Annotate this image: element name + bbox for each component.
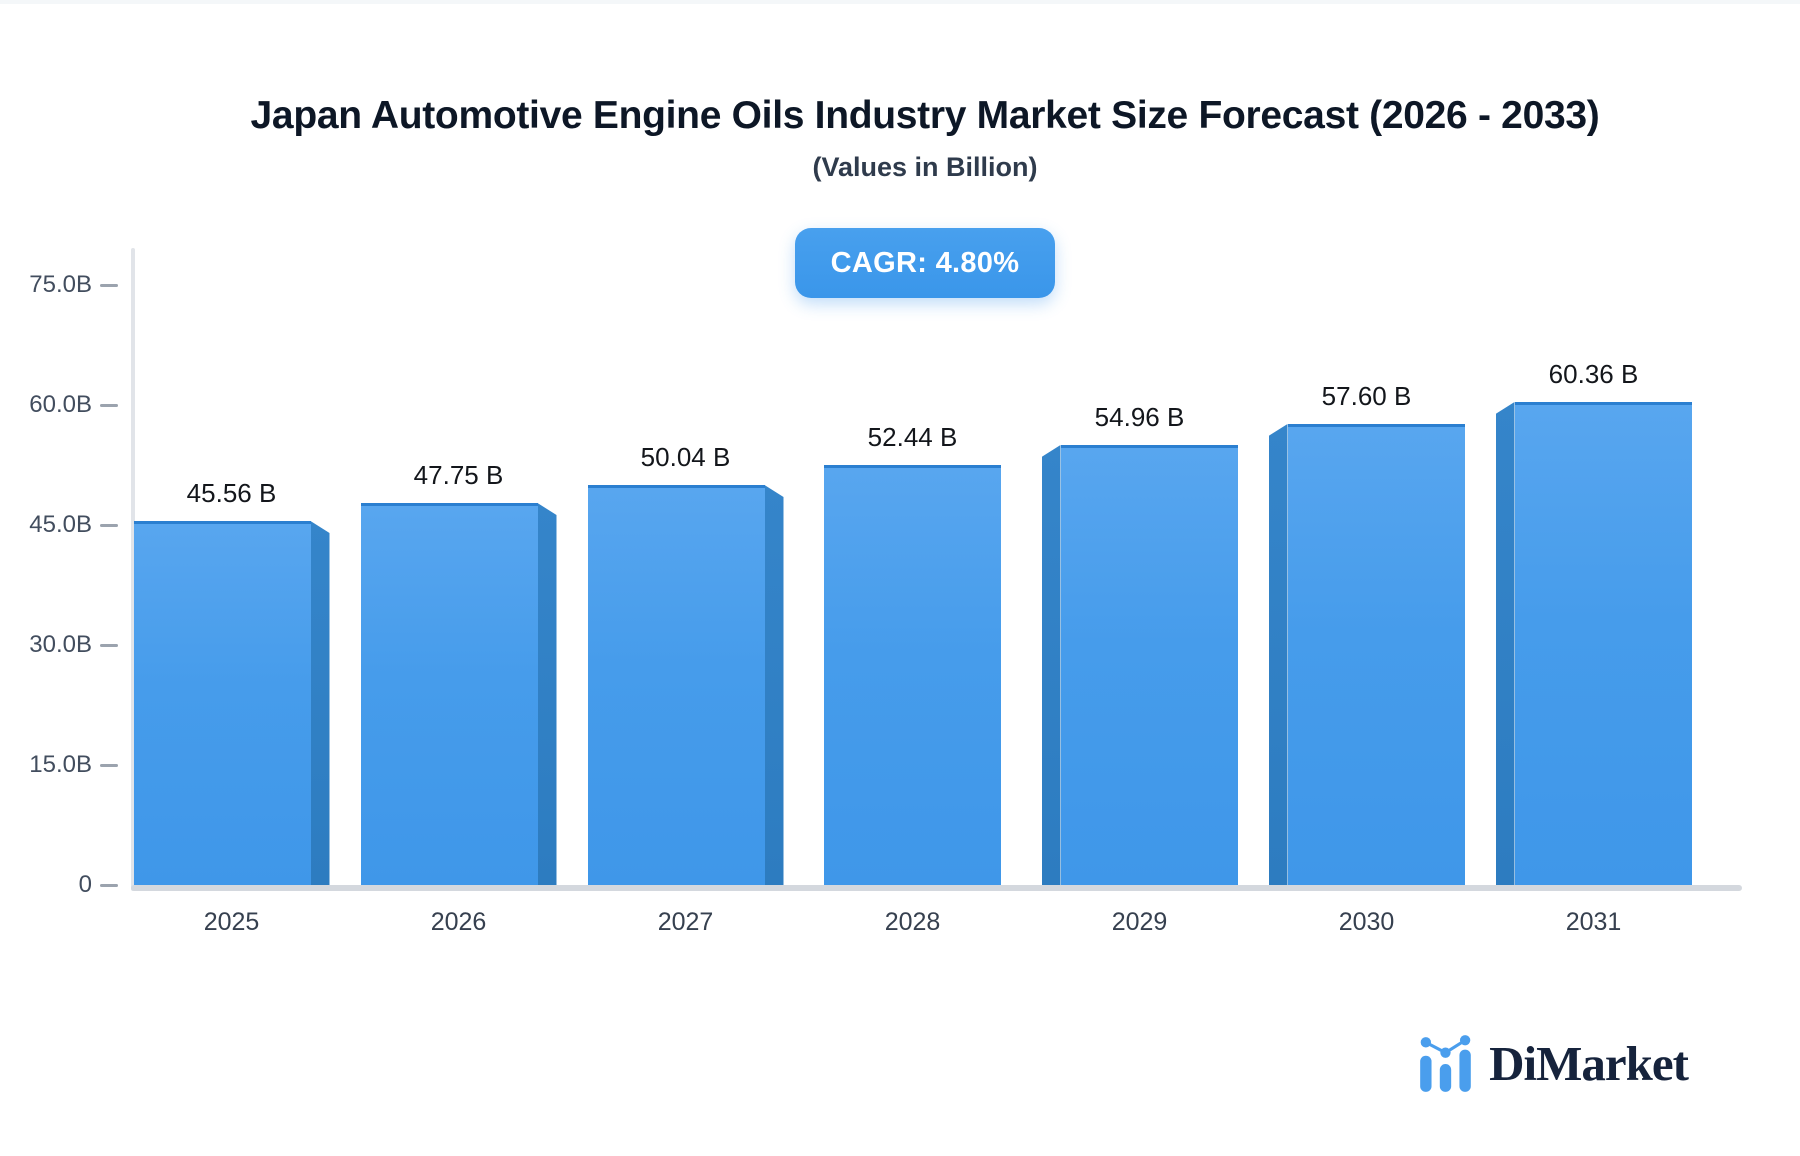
x-axis-labels: 2025 2026 2027 2028 2029 2030 2031 — [118, 908, 1707, 937]
bar-face — [824, 465, 1001, 885]
x-axis-label: 2029 — [1111, 908, 1168, 936]
bar-slot: 52.44 B — [799, 285, 1026, 885]
bar-3d-side — [764, 485, 784, 885]
brand-logo: DiMarket — [1418, 1032, 1689, 1094]
y-axis-label: 45.0B — [29, 511, 92, 538]
bar-2031: 60.36 B — [1495, 359, 1692, 885]
x-axis-label: 2030 — [1338, 908, 1395, 936]
x-axis-line — [131, 885, 1742, 891]
bar-value-label: 52.44 B — [867, 422, 958, 452]
bar-value-label: 57.60 B — [1321, 381, 1412, 411]
bar-2027: 50.04 B — [587, 442, 784, 885]
brand-name: DiMarket — [1489, 1035, 1689, 1091]
bar-3d-side — [537, 503, 557, 885]
y-axis-label: 0 — [78, 871, 92, 898]
x-axis-label: 2025 — [203, 908, 260, 936]
y-axis-label: 30.0B — [29, 631, 92, 658]
bar-face — [360, 503, 538, 885]
page-top-strip — [0, 0, 1800, 4]
plot-area: 45.56 B 47.75 B 50.04 B 52.44 B 54.96 B 57.60… — [118, 285, 1707, 885]
y-axis-tick — [100, 523, 118, 527]
y-axis-labels: 0 15.0B 30.0B 45.0B 60.0B 75.0B — [0, 271, 92, 898]
bar-value-label: 60.36 B — [1548, 359, 1639, 389]
y-axis-tick — [100, 763, 118, 767]
bar-3d-side — [1268, 424, 1288, 885]
bar-face — [133, 521, 311, 885]
chart-header: Japan Automotive Engine Oils Industry Ma… — [135, 0, 1715, 298]
bar-face — [1060, 445, 1238, 885]
bar-2026: 47.75 B — [360, 460, 557, 885]
y-axis-label: 15.0B — [29, 751, 92, 778]
bar-3d-side — [1495, 402, 1515, 885]
y-axis-ticks — [100, 283, 118, 887]
y-axis-label: 60.0B — [29, 391, 92, 418]
x-axis-label: 2028 — [884, 908, 941, 936]
bar-slot: 47.75 B — [345, 285, 572, 885]
y-axis-tick — [100, 643, 118, 647]
bar-2025: 45.56 B — [133, 478, 330, 885]
bar-slot: 54.96 B — [1026, 285, 1253, 885]
y-axis-line — [131, 248, 135, 891]
y-axis-label: 75.0B — [29, 271, 92, 298]
x-axis-label: 2027 — [657, 908, 714, 936]
y-axis-tick — [100, 403, 118, 407]
cagr-badge: CAGR: 4.80% — [794, 228, 1056, 298]
y-axis-tick — [100, 283, 118, 287]
bar-slot: 60.36 B — [1480, 285, 1707, 885]
bar-value-label: 45.56 B — [186, 478, 277, 508]
bar-value-label: 54.96 B — [1094, 402, 1185, 432]
bar-value-label: 47.75 B — [413, 460, 504, 490]
bar-2030: 57.60 B — [1268, 381, 1465, 885]
bar-2028: 52.44 B — [824, 422, 1001, 885]
bar-2029: 54.96 B — [1041, 402, 1238, 885]
bar-slot: 45.56 B — [118, 285, 345, 885]
bar-slot: 57.60 B — [1253, 285, 1480, 885]
bar-face — [1514, 402, 1692, 885]
bar-face — [1287, 424, 1465, 885]
bar-slot: 50.04 B — [572, 285, 799, 885]
bar-value-label: 50.04 B — [640, 442, 731, 472]
bar-3d-side — [1041, 445, 1061, 885]
x-axis-label: 2026 — [430, 908, 487, 936]
bar-3d-side — [310, 521, 330, 885]
bar-chart-sparkline-icon — [1420, 1035, 1471, 1092]
chart-title: Japan Automotive Engine Oils Industry Ma… — [250, 94, 1600, 137]
x-axis-label: 2031 — [1565, 908, 1622, 936]
y-axis-tick — [100, 883, 118, 887]
bar-face — [587, 485, 765, 885]
chart-subtitle: (Values in Billion) — [812, 152, 1038, 182]
